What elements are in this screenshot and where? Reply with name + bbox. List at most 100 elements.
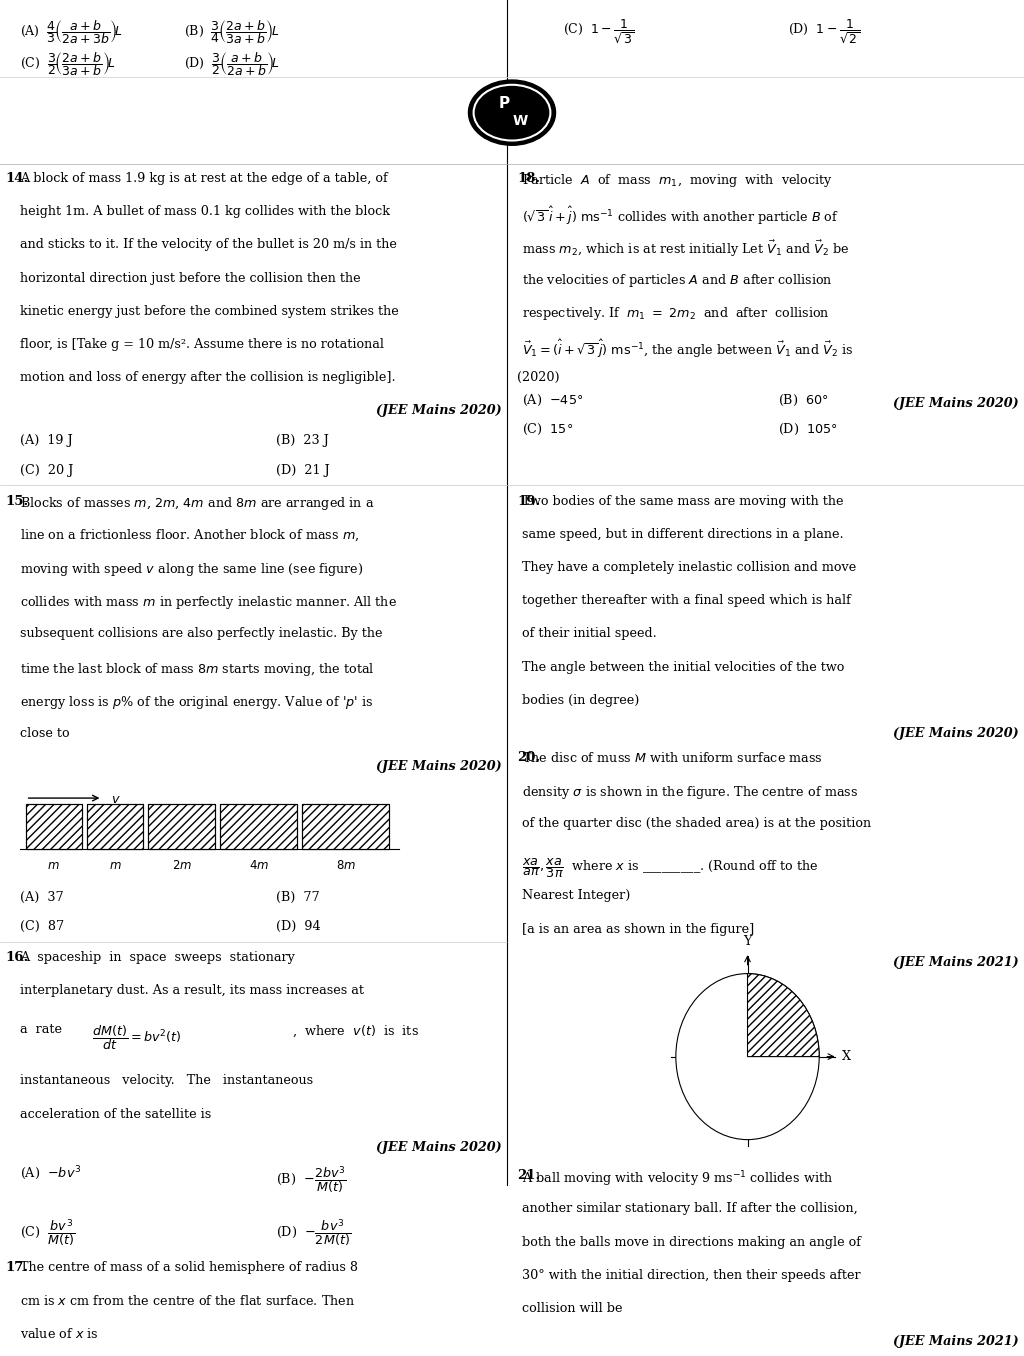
Text: $\vec{V}_1=(\hat{i}+\sqrt{3}\,\hat{j})\ \mathrm{ms}^{-1}$, the angle between $\v: $\vec{V}_1=(\hat{i}+\sqrt{3}\,\hat{j})\ … xyxy=(522,338,853,361)
Text: kinetic energy just before the combined system strikes the: kinetic energy just before the combined … xyxy=(20,305,399,317)
Text: (B)  $\dfrac{3}{4}\!\left(\dfrac{2a+b}{3a+b}\right)\!L$: (B) $\dfrac{3}{4}\!\left(\dfrac{2a+b}{3a… xyxy=(184,18,280,46)
Text: 15.: 15. xyxy=(5,495,29,507)
Text: mass $m_2$, which is at rest initially Let $\vec{V}_1$ and $\vec{V}_2$ be: mass $m_2$, which is at rest initially L… xyxy=(522,239,850,259)
Text: (C)  20 J: (C) 20 J xyxy=(20,464,74,477)
Text: $(\sqrt{3}\,\hat{i}+\hat{j})\ \mathrm{ms}^{-1}$ collides with another particle $: $(\sqrt{3}\,\hat{i}+\hat{j})\ \mathrm{ms… xyxy=(522,205,840,228)
Text: another similar stationary ball. If after the collision,: another similar stationary ball. If afte… xyxy=(522,1203,858,1215)
Text: same speed, but in different directions in a plane.: same speed, but in different directions … xyxy=(522,527,844,541)
Text: cm is $x$ cm from the centre of the flat surface. Then: cm is $x$ cm from the centre of the flat… xyxy=(20,1294,355,1307)
Text: Nearest Integer): Nearest Integer) xyxy=(522,890,631,902)
FancyBboxPatch shape xyxy=(26,804,82,849)
Text: (C)  $15°$: (C) $15°$ xyxy=(522,422,573,437)
Text: motion and loss of energy after the collision is negligible].: motion and loss of energy after the coll… xyxy=(20,372,396,384)
Text: X: X xyxy=(842,1050,851,1063)
Wedge shape xyxy=(748,974,819,1056)
Text: The disc of muss $M$ with uniform surface mass: The disc of muss $M$ with uniform surfac… xyxy=(522,751,823,765)
Text: (D)  $105°$: (D) $105°$ xyxy=(778,422,838,437)
Text: Y: Y xyxy=(743,934,752,948)
Text: (D)  21 J: (D) 21 J xyxy=(276,464,330,477)
Text: (A)  19 J: (A) 19 J xyxy=(20,434,74,447)
Text: (B)  77: (B) 77 xyxy=(276,891,321,903)
Text: 16.: 16. xyxy=(5,951,29,964)
Text: instantaneous   velocity.   The   instantaneous: instantaneous velocity. The instantaneou… xyxy=(20,1074,313,1088)
Text: a  rate: a rate xyxy=(20,1024,71,1036)
Text: A block of mass 1.9 kg is at rest at the edge of a table, of: A block of mass 1.9 kg is at rest at the… xyxy=(20,172,388,184)
Text: line on a frictionless floor. Another block of mass $m$,: line on a frictionless floor. Another bl… xyxy=(20,527,359,544)
Text: W: W xyxy=(513,114,527,127)
Text: (D)  $-\dfrac{bv^3}{2M(t)}$: (D) $-\dfrac{bv^3}{2M(t)}$ xyxy=(276,1218,351,1249)
Text: $a$: $a$ xyxy=(766,1021,774,1033)
Text: (A)  37: (A) 37 xyxy=(20,891,65,903)
Text: ,  where  $v(t)$  is  its: , where $v(t)$ is its xyxy=(292,1024,419,1039)
Text: (JEE Mains 2020): (JEE Mains 2020) xyxy=(376,1140,502,1154)
Text: (2020): (2020) xyxy=(517,372,560,384)
Text: interplanetary dust. As a result, its mass increases at: interplanetary dust. As a result, its ma… xyxy=(20,984,365,997)
Text: (JEE Mains 2020): (JEE Mains 2020) xyxy=(893,727,1019,740)
Text: They have a completely inelastic collision and move: They have a completely inelastic collisi… xyxy=(522,561,856,574)
Text: The angle between the initial velocities of the two: The angle between the initial velocities… xyxy=(522,660,845,674)
Text: (C)  $\dfrac{bv^3}{M(t)}$: (C) $\dfrac{bv^3}{M(t)}$ xyxy=(20,1218,76,1249)
Circle shape xyxy=(676,974,819,1139)
Text: $m$: $m$ xyxy=(47,858,60,872)
Text: 17.: 17. xyxy=(5,1261,29,1273)
Text: (A)  $\dfrac{4}{3}\!\left(\dfrac{a+b}{2a+3b}\right)\!L$: (A) $\dfrac{4}{3}\!\left(\dfrac{a+b}{2a+… xyxy=(20,18,124,46)
Text: close to: close to xyxy=(20,727,70,740)
Text: (C)  $\dfrac{3}{2}\!\left(\dfrac{2a+b}{3a+b}\right)\!L$: (C) $\dfrac{3}{2}\!\left(\dfrac{2a+b}{3a… xyxy=(20,50,116,77)
Text: 20.: 20. xyxy=(517,751,541,763)
Text: Two bodies of the same mass are moving with the: Two bodies of the same mass are moving w… xyxy=(522,495,844,507)
Text: and sticks to it. If the velocity of the bullet is 20 m/s in the: and sticks to it. If the velocity of the… xyxy=(20,239,397,251)
Text: (B)  $-\dfrac{2bv^3}{M(t)}$: (B) $-\dfrac{2bv^3}{M(t)}$ xyxy=(276,1165,347,1196)
Text: respectively. If  $m_1\ =\ 2m_2$  and  after  collision: respectively. If $m_1\ =\ 2m_2$ and afte… xyxy=(522,305,829,321)
Text: 21.: 21. xyxy=(517,1169,541,1182)
Text: $\dfrac{xa}{a\pi},\dfrac{xa}{3\pi}$  where $x$ is _________. (Round off to the: $\dfrac{xa}{a\pi},\dfrac{xa}{3\pi}$ wher… xyxy=(522,856,819,880)
Text: height 1m. A bullet of mass 0.1 kg collides with the block: height 1m. A bullet of mass 0.1 kg colli… xyxy=(20,205,390,218)
Text: time the last block of mass $8m$ starts moving, the total: time the last block of mass $8m$ starts … xyxy=(20,660,375,678)
Text: (C)  $1-\dfrac{1}{\sqrt{3}}$: (C) $1-\dfrac{1}{\sqrt{3}}$ xyxy=(563,18,635,46)
Ellipse shape xyxy=(473,85,551,141)
Text: The centre of mass of a solid hemisphere of radius 8: The centre of mass of a solid hemisphere… xyxy=(20,1261,358,1273)
Text: (JEE Mains 2020): (JEE Mains 2020) xyxy=(893,397,1019,411)
Text: (B)  23 J: (B) 23 J xyxy=(276,434,330,447)
Text: value of $x$ is: value of $x$ is xyxy=(20,1328,99,1341)
Text: P: P xyxy=(499,96,509,111)
Text: (A)  $-45°$: (A) $-45°$ xyxy=(522,392,584,408)
Text: 14.: 14. xyxy=(5,172,29,184)
Text: [a is an area as shown in the figure]: [a is an area as shown in the figure] xyxy=(522,922,755,936)
Text: energy loss is $p$% of the original energy. Value of '$p$' is: energy loss is $p$% of the original ener… xyxy=(20,694,374,711)
FancyBboxPatch shape xyxy=(302,804,389,849)
Text: horizontal direction just before the collision then the: horizontal direction just before the col… xyxy=(20,271,361,285)
Text: (A)  $-bv^3$: (A) $-bv^3$ xyxy=(20,1165,82,1182)
Text: subsequent collisions are also perfectly inelastic. By the: subsequent collisions are also perfectly… xyxy=(20,628,383,640)
Text: (D)  $\dfrac{3}{2}\!\left(\dfrac{a+b}{2a+b}\right)\!L$: (D) $\dfrac{3}{2}\!\left(\dfrac{a+b}{2a+… xyxy=(184,50,281,77)
Text: floor, is [Take g = 10 m/s². Assume there is no rotational: floor, is [Take g = 10 m/s². Assume ther… xyxy=(20,338,384,351)
Text: Blocks of masses $m$, $2m$, $4m$ and $8m$ are arranged in a: Blocks of masses $m$, $2m$, $4m$ and $8m… xyxy=(20,495,375,511)
Text: 19.: 19. xyxy=(517,495,541,507)
Text: $\dfrac{dM(t)}{dt} = bv^2(t)$: $\dfrac{dM(t)}{dt} = bv^2(t)$ xyxy=(92,1024,181,1052)
Text: (D)  $1-\dfrac{1}{\sqrt{2}}$: (D) $1-\dfrac{1}{\sqrt{2}}$ xyxy=(788,18,860,46)
Text: 30° with the initial direction, then their speeds after: 30° with the initial direction, then the… xyxy=(522,1269,861,1281)
Text: $2m$: $2m$ xyxy=(172,858,191,872)
Text: 18.: 18. xyxy=(517,172,541,184)
Text: (JEE Mains 2021): (JEE Mains 2021) xyxy=(893,956,1019,968)
Text: the velocities of particles $A$ and $B$ after collision: the velocities of particles $A$ and $B$ … xyxy=(522,271,833,289)
Text: density $\sigma$ is shown in the figure. The centre of mass: density $\sigma$ is shown in the figure.… xyxy=(522,784,858,801)
Text: bodies (in degree): bodies (in degree) xyxy=(522,694,640,706)
Text: (C)  87: (C) 87 xyxy=(20,921,65,933)
Text: acceleration of the satellite is: acceleration of the satellite is xyxy=(20,1108,212,1120)
FancyBboxPatch shape xyxy=(87,804,143,849)
Text: $v$: $v$ xyxy=(111,793,120,807)
Text: Particle  $A$  of  mass  $m_1$,  moving  with  velocity: Particle $A$ of mass $m_1$, moving with … xyxy=(522,172,834,188)
Text: of the quarter disc (the shaded area) is at the position: of the quarter disc (the shaded area) is… xyxy=(522,818,871,830)
Text: $8m$: $8m$ xyxy=(336,858,355,872)
FancyBboxPatch shape xyxy=(220,804,297,849)
Text: both the balls move in directions making an angle of: both the balls move in directions making… xyxy=(522,1235,861,1249)
Text: A ball moving with velocity 9 ms$^{-1}$ collides with: A ball moving with velocity 9 ms$^{-1}$ … xyxy=(522,1169,834,1189)
Text: of their initial speed.: of their initial speed. xyxy=(522,628,657,640)
Text: $4m$: $4m$ xyxy=(249,858,268,872)
Ellipse shape xyxy=(469,80,555,145)
Text: (JEE Mains 2020): (JEE Mains 2020) xyxy=(376,761,502,773)
Text: moving with speed $v$ along the same line (see figure): moving with speed $v$ along the same lin… xyxy=(20,561,364,578)
Text: together thereafter with a final speed which is half: together thereafter with a final speed w… xyxy=(522,594,851,607)
Text: (D)  94: (D) 94 xyxy=(276,921,322,933)
Text: $m$: $m$ xyxy=(109,858,122,872)
